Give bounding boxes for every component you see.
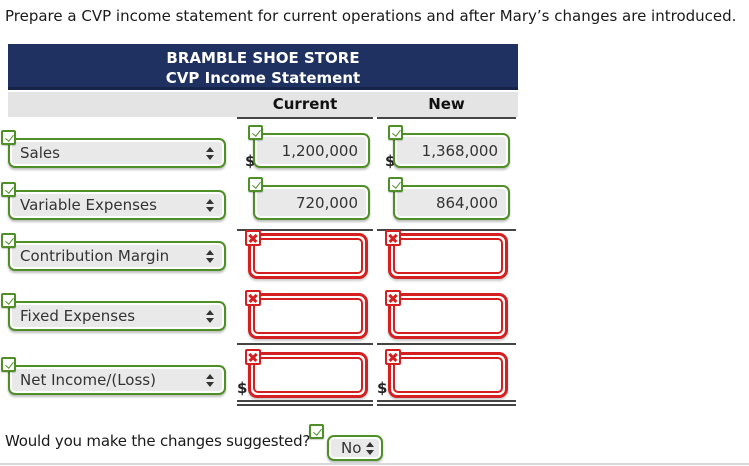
currency-symbol: $ (385, 152, 396, 170)
double-rule-current-1 (237, 400, 373, 402)
double-rule-new-2 (377, 404, 516, 406)
rule-under-header-new (377, 117, 516, 119)
input-sales-current[interactable]: 1,200,000 (253, 133, 370, 168)
answer-select[interactable]: No (327, 435, 383, 461)
correct-checkbox-icon (1, 182, 16, 197)
column-header-row: Current New (8, 92, 518, 117)
input-sales-new[interactable]: 1,368,000 (393, 133, 510, 168)
correct-checkbox-icon (248, 177, 263, 192)
incorrect-x-icon (385, 230, 401, 246)
row-label: Variable Expenses (20, 196, 157, 214)
input-fixed-expenses-current[interactable] (248, 293, 368, 339)
answer-value: No (341, 439, 362, 457)
double-rule-new-1 (377, 400, 516, 402)
select-arrows-icon (205, 198, 215, 212)
rule-under-row4-new (377, 343, 516, 345)
currency-symbol: $ (237, 379, 248, 397)
select-arrows-icon (205, 309, 215, 323)
correct-checkbox-icon (1, 357, 16, 372)
row-label: Net Income/(Loss) (20, 371, 156, 389)
correct-checkbox-icon (1, 293, 16, 308)
rule-under-row2-current (237, 229, 373, 231)
correct-checkbox-icon (248, 125, 263, 140)
currency-symbol: $ (377, 379, 388, 397)
column-header-current: Current (272, 95, 338, 113)
select-arrows-icon (205, 249, 215, 263)
correct-checkbox-icon (1, 233, 16, 248)
incorrect-x-icon (245, 230, 261, 246)
rule-under-row2-new (377, 229, 516, 231)
instruction-text: Prepare a CVP income statement for curre… (5, 7, 737, 25)
input-variable-expenses-new[interactable]: 864,000 (393, 185, 510, 220)
select-arrows-icon (365, 441, 375, 455)
input-contribution-margin-new[interactable] (388, 233, 508, 279)
input-net-income-current[interactable] (248, 352, 368, 398)
input-variable-expenses-current[interactable]: 720,000 (253, 185, 370, 220)
input-fixed-expenses-new[interactable] (388, 293, 508, 339)
incorrect-x-icon (245, 290, 261, 306)
row-label-select-net-income[interactable]: Net Income/(Loss) (8, 365, 226, 395)
correct-checkbox-icon (1, 130, 16, 145)
rule-under-row4-current (237, 343, 373, 345)
select-arrows-icon (205, 373, 215, 387)
input-contribution-margin-current[interactable] (248, 233, 368, 279)
statement-header: BRAMBLE SHOE STORE CVP Income Statement (8, 44, 518, 90)
column-header-new: New (428, 95, 465, 113)
correct-checkbox-icon (309, 424, 324, 439)
row-label: Fixed Expenses (20, 307, 136, 325)
company-name: BRAMBLE SHOE STORE (166, 49, 360, 67)
incorrect-x-icon (385, 290, 401, 306)
correct-checkbox-icon (388, 125, 403, 140)
correct-checkbox-icon (388, 177, 403, 192)
incorrect-x-icon (385, 349, 401, 365)
row-label-select-fixed-expenses[interactable]: Fixed Expenses (8, 301, 226, 331)
input-net-income-new[interactable] (388, 352, 508, 398)
row-label-select-variable-expenses[interactable]: Variable Expenses (8, 190, 226, 220)
statement-title: CVP Income Statement (165, 69, 361, 87)
row-label: Sales (20, 144, 60, 162)
row-label-select-contribution-margin[interactable]: Contribution Margin (8, 241, 226, 271)
select-arrows-icon (205, 146, 215, 160)
question-text: Would you make the changes suggested? (5, 432, 311, 450)
row-label: Contribution Margin (20, 247, 170, 265)
incorrect-x-icon (245, 349, 261, 365)
row-label-select-sales[interactable]: Sales (8, 138, 226, 168)
currency-symbol: $ (245, 152, 256, 170)
double-rule-current-2 (237, 404, 373, 406)
rule-under-header-current (237, 117, 373, 119)
scrollbar-track (0, 463, 749, 465)
